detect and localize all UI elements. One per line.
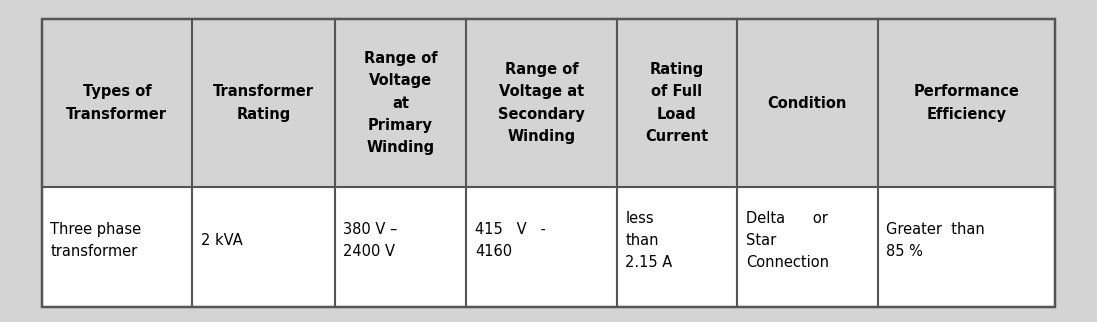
Bar bbox=[42, 19, 1055, 307]
Text: Performance
Efficiency: Performance Efficiency bbox=[914, 84, 1019, 122]
Bar bbox=[42, 187, 1055, 307]
Text: Three phase
transformer: Three phase transformer bbox=[50, 222, 142, 259]
Text: 415   V   -
4160: 415 V - 4160 bbox=[475, 222, 546, 259]
Text: Rating
of Full
Load
Current: Rating of Full Load Current bbox=[645, 62, 709, 144]
Text: 2 kVA: 2 kVA bbox=[201, 233, 242, 248]
Text: less
than
2.15 A: less than 2.15 A bbox=[625, 211, 672, 270]
Text: Transformer
Rating: Transformer Rating bbox=[213, 84, 314, 122]
Text: Condition: Condition bbox=[768, 96, 847, 110]
Text: Types of
Transformer: Types of Transformer bbox=[66, 84, 168, 122]
Text: Greater  than
85 %: Greater than 85 % bbox=[886, 222, 985, 259]
Text: Range of
Voltage at
Secondary
Winding: Range of Voltage at Secondary Winding bbox=[498, 62, 585, 144]
Text: 380 V –
2400 V: 380 V – 2400 V bbox=[343, 222, 398, 259]
Bar bbox=[42, 19, 1055, 307]
Text: Range of
Voltage
at
Primary
Winding: Range of Voltage at Primary Winding bbox=[363, 51, 438, 155]
Text: Delta      or
Star
Connection: Delta or Star Connection bbox=[746, 211, 829, 270]
